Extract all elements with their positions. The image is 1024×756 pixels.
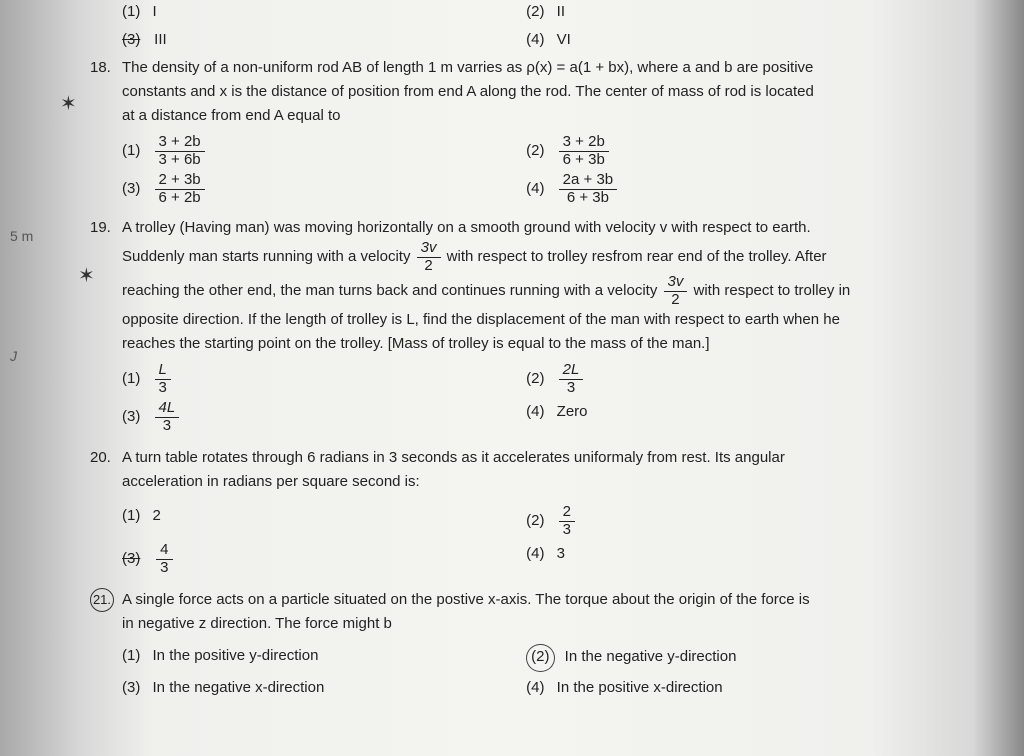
q21-body: A single force acts on a particle situat…	[122, 588, 964, 704]
q19-line1: A trolley (Having man) was moving horizo…	[122, 216, 964, 240]
q19-opt1: (1) L3	[122, 362, 526, 396]
label-1: (1)	[122, 139, 140, 163]
q19-number: 19.	[90, 216, 122, 240]
label-3: (3)	[122, 405, 140, 429]
label-3: (3)	[122, 676, 140, 700]
q18-opt2: (2) 3 + 2b6 + 3b	[526, 134, 930, 168]
q18-line3: at a distance from end A equal to	[122, 104, 964, 128]
q21-number-circle: 21.	[90, 588, 114, 612]
star-icon: ✶	[78, 260, 95, 292]
label-2: (2)	[526, 509, 544, 533]
q21-opt1: (1) In the positive y-direction	[122, 644, 526, 672]
label-2: (2)	[526, 139, 544, 163]
label-2: (2)	[526, 0, 544, 24]
q19-line2: Suddenly man starts running with a veloc…	[122, 240, 964, 274]
label-3: (3)	[122, 547, 142, 571]
q18-opt2-frac: 3 + 2b6 + 3b	[559, 134, 609, 168]
label-2: (2)	[526, 367, 544, 391]
q18-number: 18.	[90, 56, 122, 80]
margin-j: J	[10, 345, 17, 367]
label-2: (2)	[531, 645, 549, 669]
q17-opt4-text: VI	[557, 31, 571, 48]
q20-opt1: (1) 2	[122, 504, 526, 538]
label-3: (3)	[122, 28, 142, 52]
q17-opt2-text: II	[557, 3, 565, 20]
q18-opt1-frac: 3 + 2b3 + 6b	[155, 134, 205, 168]
q21-opt4: (4) In the positive x-direction	[526, 676, 930, 700]
q20-opt4: (4) 3	[526, 542, 930, 576]
q20-line1: A turn table rotates through 6 radians i…	[122, 446, 964, 470]
label-1: (1)	[122, 0, 140, 24]
q17-opt4: (4) VI	[526, 28, 930, 52]
label-4: (4)	[526, 676, 544, 700]
q19-opt4: (4) Zero	[526, 400, 930, 434]
q18-opt3-frac: 2 + 3b6 + 2b	[155, 172, 205, 206]
q18-line1: The density of a non-uniform rod AB of l…	[122, 56, 964, 80]
q20-opt3: (3) 43	[122, 542, 526, 576]
q18-line2: constants and x is the distance of posit…	[122, 80, 964, 104]
label-1: (1)	[122, 504, 140, 528]
q19-opt2: (2) 2L3	[526, 362, 930, 396]
label-1: (1)	[122, 367, 140, 391]
q20-opt2: (2) 23	[526, 504, 930, 538]
label-4: (4)	[526, 542, 544, 566]
q18-opt4-frac: 2a + 3b6 + 3b	[559, 172, 617, 206]
label-4: (4)	[526, 28, 544, 52]
q19-opt3: (3) 4L3	[122, 400, 526, 434]
label-1: (1)	[122, 644, 140, 668]
margin-5m: 5 m	[10, 225, 33, 247]
q21-number: 21.	[90, 588, 122, 612]
q17-opt2: (2) II	[526, 0, 930, 24]
q18-body: The density of a non-uniform rod AB of l…	[122, 56, 964, 210]
q18-opt3: (3) 2 + 3b6 + 2b	[122, 172, 526, 206]
q19-line3: reaching the other end, the man turns ba…	[122, 274, 964, 308]
label-4: (4)	[526, 177, 544, 201]
q21-line2: in negative z direction. The force might…	[122, 612, 964, 636]
q20-line2: acceleration in radians per square secon…	[122, 470, 964, 494]
star-icon: ✶	[60, 88, 77, 120]
q20-body: A turn table rotates through 6 radians i…	[122, 446, 964, 580]
q21-line1: A single force acts on a particle situat…	[122, 588, 964, 612]
q19-body: A trolley (Having man) was moving horizo…	[122, 216, 964, 438]
q17-opt3: (3) III	[122, 28, 526, 52]
q19-line5: reaches the starting point on the trolle…	[122, 332, 964, 356]
q19-line4: opposite direction. If the length of tro…	[122, 308, 964, 332]
q20-number: 20.	[90, 446, 122, 470]
label-4: (4)	[526, 400, 544, 424]
label-3: (3)	[122, 177, 140, 201]
q17-opt3-text: III	[154, 31, 167, 48]
q18-opt4: (4) 2a + 3b6 + 3b	[526, 172, 930, 206]
q17-opt1: (1) I	[122, 0, 526, 24]
q21-opt2: (2) In the negative y-direction	[526, 644, 930, 672]
q17-opt1-text: I	[153, 3, 157, 20]
q21-opt3: (3) In the negative x-direction	[122, 676, 526, 700]
q18-opt1: (1) 3 + 2b3 + 6b	[122, 134, 526, 168]
